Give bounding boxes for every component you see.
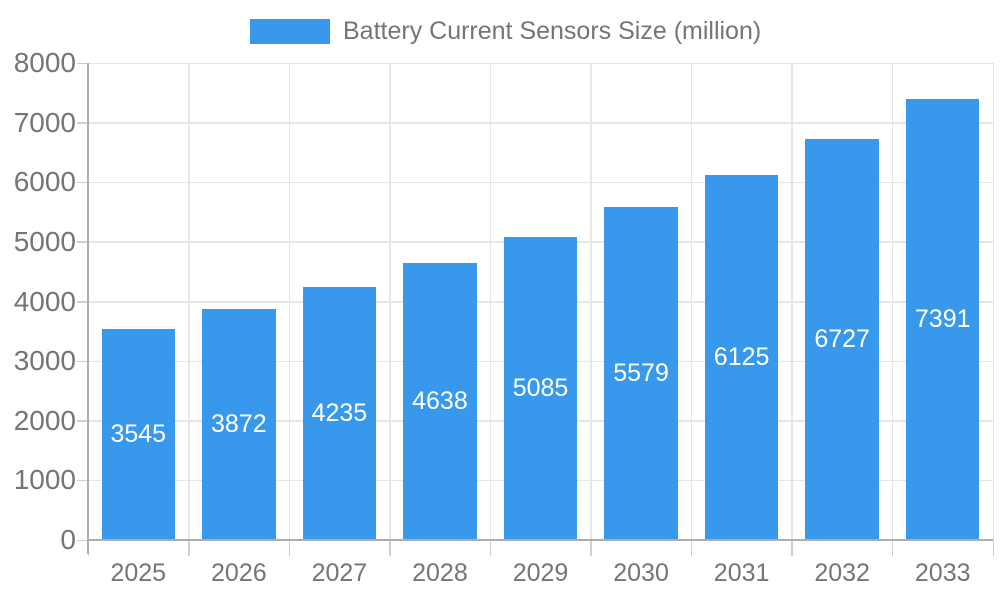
bar-2033: 7391 bbox=[905, 99, 980, 540]
bar-2028: 4638 bbox=[403, 263, 477, 540]
y-tick-label: 6000 bbox=[13, 166, 76, 198]
y-tick-label: 1000 bbox=[13, 464, 76, 496]
bar-value-label: 6727 bbox=[814, 324, 870, 353]
gridline-vertical bbox=[791, 63, 793, 540]
gridline-vertical bbox=[690, 63, 693, 540]
legend: Battery Current Sensors Size (million) bbox=[250, 19, 761, 44]
bar-2032: 6727 bbox=[805, 138, 879, 540]
bar-value-label: 7391 bbox=[914, 305, 971, 334]
gridline-horizontal bbox=[88, 122, 993, 124]
y-axis-tick bbox=[77, 122, 88, 124]
bar-2031: 6125 bbox=[704, 174, 779, 540]
y-axis-line bbox=[87, 63, 89, 554]
x-tick-label: 2032 bbox=[814, 559, 870, 587]
y-tick-label: 7000 bbox=[13, 106, 76, 138]
bar-value-label: 6125 bbox=[713, 342, 770, 371]
x-axis-tick bbox=[690, 540, 693, 556]
x-axis-tick bbox=[288, 540, 291, 556]
x-tick-label: 2030 bbox=[613, 559, 669, 587]
bar-2029: 5085 bbox=[503, 236, 578, 540]
gridline-vertical bbox=[188, 63, 190, 540]
y-axis-tick bbox=[77, 479, 88, 482]
y-axis-tick bbox=[77, 241, 88, 243]
gridline-vertical bbox=[992, 63, 994, 540]
gridline-horizontal bbox=[88, 181, 993, 184]
bar-2030: 5579 bbox=[604, 207, 678, 540]
gridline-vertical bbox=[489, 63, 492, 540]
x-axis-tick bbox=[188, 540, 190, 556]
bar-value-label: 5085 bbox=[512, 373, 569, 402]
x-axis-line bbox=[88, 539, 993, 541]
bar-value-label: 3872 bbox=[211, 410, 267, 439]
y-tick-label: 0 bbox=[60, 524, 76, 555]
y-tick-label: 2000 bbox=[13, 404, 76, 436]
gridline-vertical bbox=[288, 63, 291, 540]
bar-2027: 4235 bbox=[302, 287, 377, 540]
y-tick-label: 3000 bbox=[13, 345, 76, 377]
x-axis-tick bbox=[489, 540, 492, 556]
y-axis-tick bbox=[77, 420, 88, 422]
y-tick-label: 5000 bbox=[13, 225, 76, 257]
bar-value-label: 4638 bbox=[412, 387, 468, 416]
x-axis-tick bbox=[791, 540, 793, 556]
x-tick-label: 2026 bbox=[211, 559, 267, 587]
y-tick-label: 4000 bbox=[13, 285, 76, 317]
gridline-vertical bbox=[389, 63, 391, 540]
x-axis-tick bbox=[891, 540, 894, 556]
bar-2026: 3872 bbox=[202, 309, 276, 540]
legend-label: Battery Current Sensors Size (million) bbox=[343, 17, 762, 45]
x-tick-label: 2031 bbox=[713, 559, 770, 587]
legend-swatch bbox=[250, 19, 330, 44]
bar-value-label: 3545 bbox=[110, 419, 167, 448]
x-axis-tick bbox=[389, 540, 391, 556]
x-tick-label: 2025 bbox=[110, 559, 167, 587]
x-tick-label: 2028 bbox=[412, 559, 468, 587]
bar-value-label: 5579 bbox=[613, 359, 669, 388]
gridline-vertical bbox=[891, 63, 894, 540]
y-tick-label: 8000 bbox=[13, 47, 76, 78]
y-axis-tick bbox=[77, 360, 88, 363]
x-tick-label: 2027 bbox=[311, 559, 368, 587]
y-axis-tick bbox=[77, 539, 88, 541]
y-axis-tick bbox=[77, 62, 88, 64]
bar-value-label: 4235 bbox=[311, 399, 368, 428]
y-axis-tick bbox=[77, 181, 88, 184]
x-axis-tick bbox=[590, 540, 592, 556]
y-axis-tick bbox=[77, 301, 88, 303]
gridline-horizontal bbox=[88, 62, 993, 64]
x-tick-label: 2029 bbox=[512, 559, 569, 587]
gridline-vertical bbox=[590, 63, 592, 540]
bar-2025: 3545 bbox=[101, 328, 176, 540]
x-axis-tick bbox=[992, 540, 994, 556]
x-tick-label: 2033 bbox=[914, 559, 971, 587]
